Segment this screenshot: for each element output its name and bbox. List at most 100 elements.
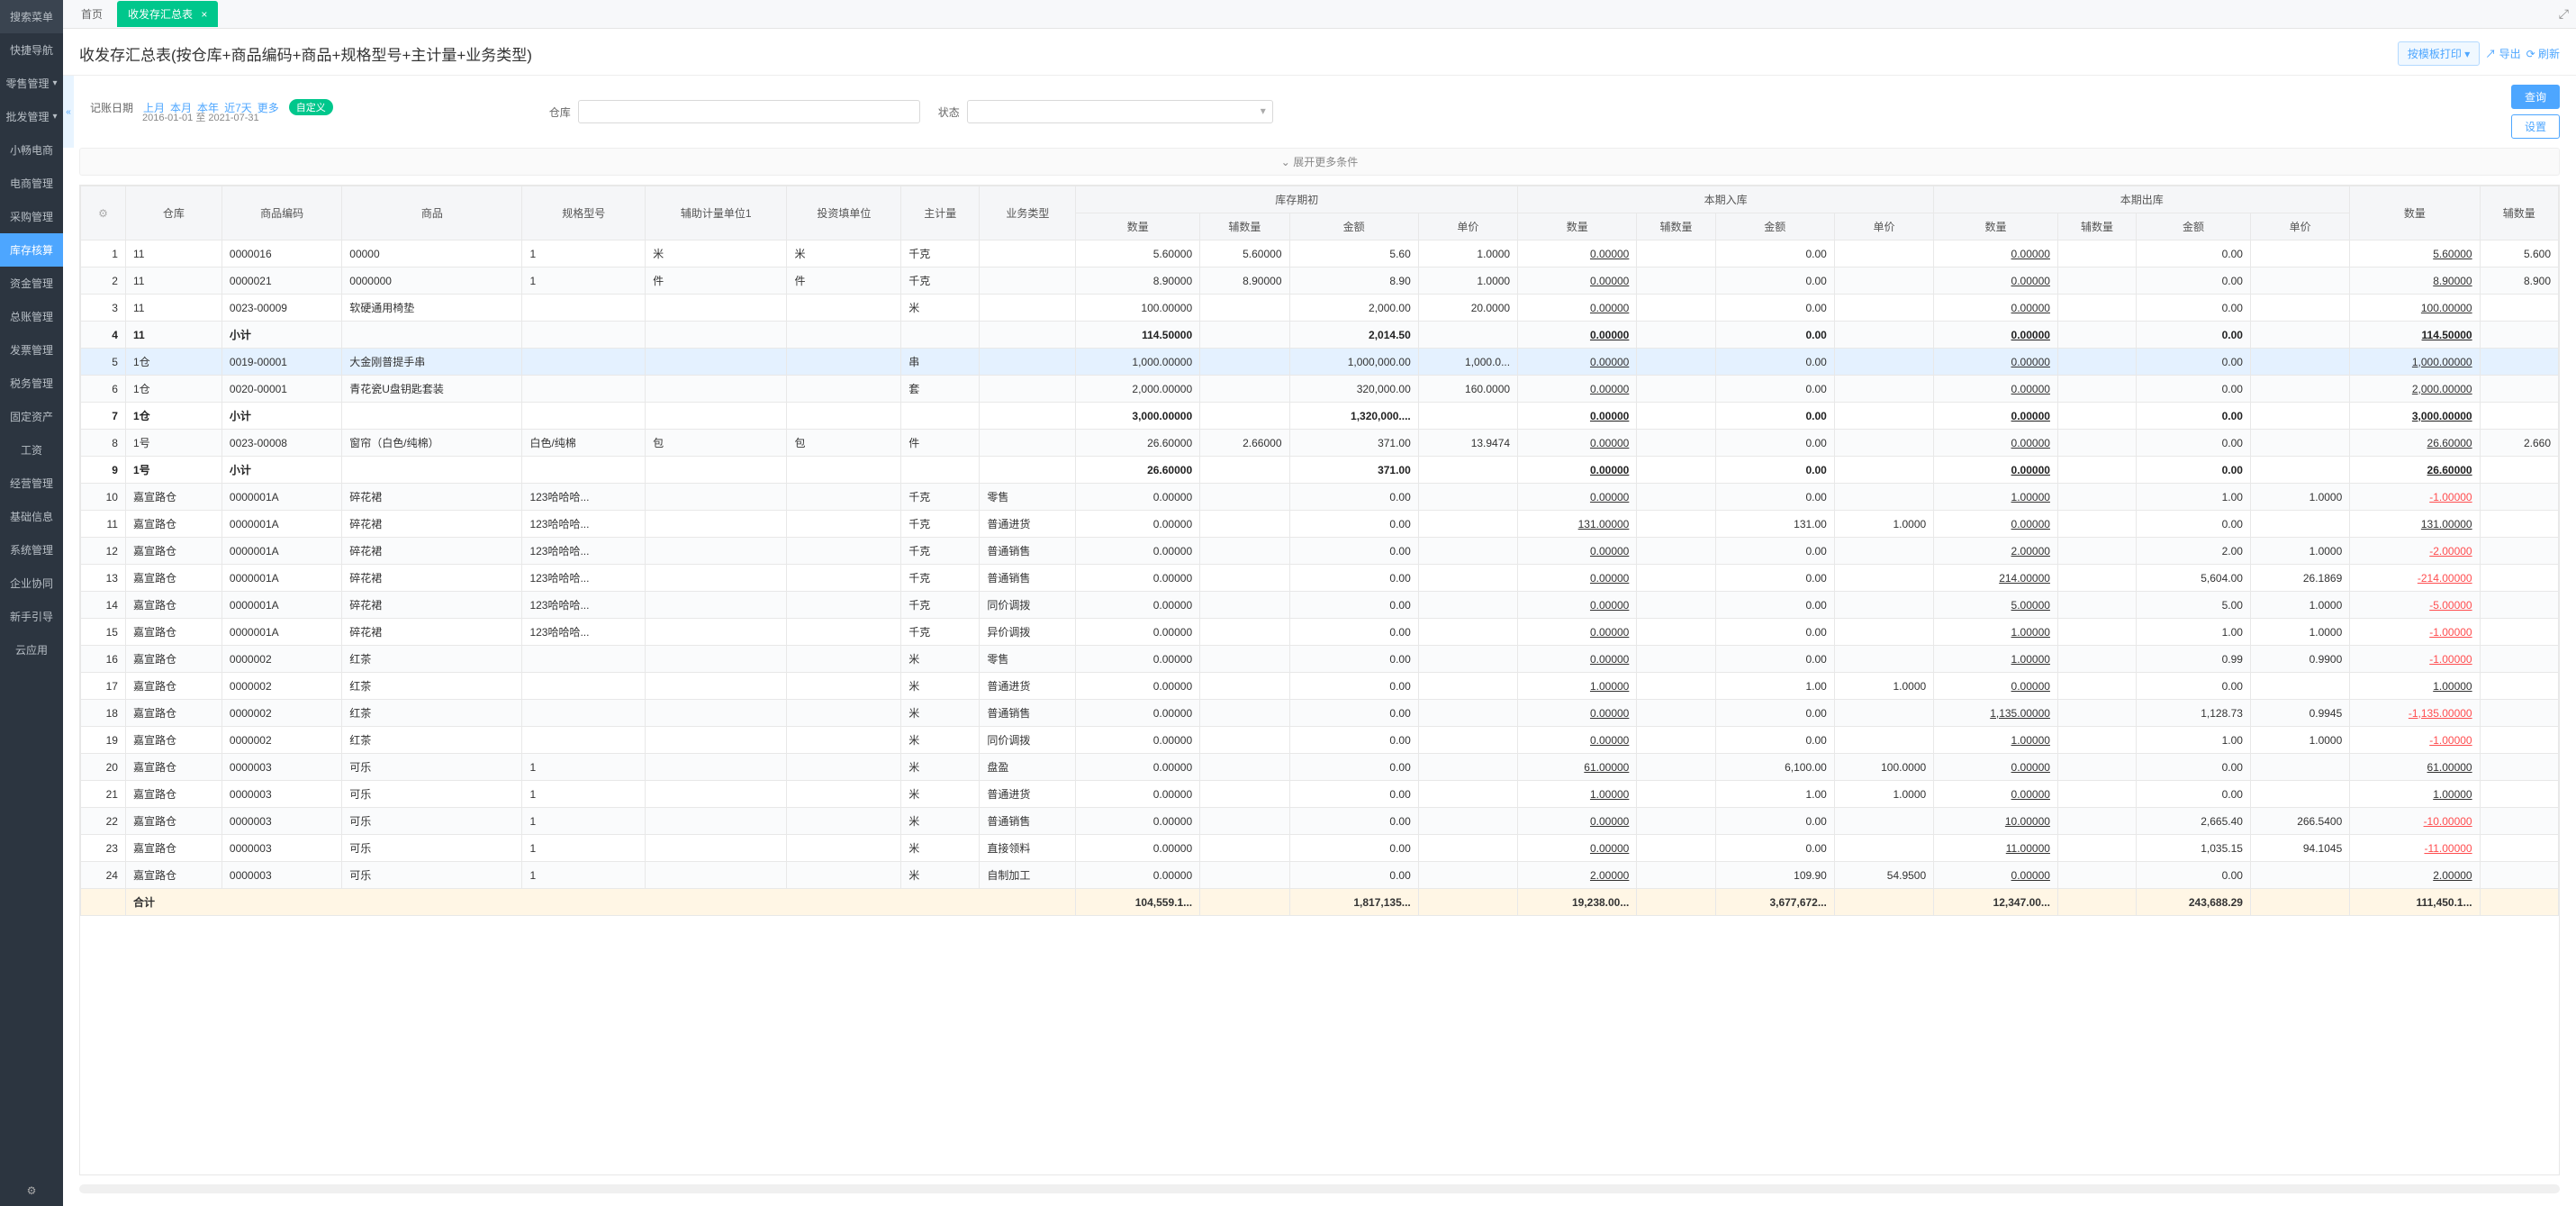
column-header: 仓库: [125, 186, 221, 240]
column-header: 业务类型: [980, 186, 1076, 240]
sidebar-item[interactable]: 税务管理: [0, 367, 63, 400]
table-row[interactable]: 23嘉宣路仓0000003可乐1米直接领料0.000000.000.000000…: [81, 835, 2559, 862]
sidebar-item[interactable]: 搜索菜单: [0, 0, 63, 33]
table-row[interactable]: 411小计114.500002,014.500.000000.000.00000…: [81, 322, 2559, 349]
chevron-down-icon[interactable]: ▾: [1261, 104, 1266, 117]
sidebar-item[interactable]: 新手引导: [0, 600, 63, 633]
export-button[interactable]: ↗ 导出: [2485, 46, 2520, 61]
column-group: 库存期初: [1076, 186, 1518, 213]
table-row[interactable]: 15嘉宣路仓0000001A碎花裙123哈哈哈...千克异价调拨0.000000…: [81, 619, 2559, 646]
table-row[interactable]: 211000002100000001件件千克8.900008.900008.90…: [81, 267, 2559, 295]
gear-icon[interactable]: ⚙: [27, 1184, 37, 1197]
table-row[interactable]: 51仓0019-00001大金刚普提手串串1,000.000001,000,00…: [81, 349, 2559, 376]
column-header: 单价: [2250, 213, 2349, 240]
sidebar-item[interactable]: 经营管理: [0, 467, 63, 500]
table-row[interactable]: 14嘉宣路仓0000001A碎花裙123哈哈哈...千克同价调拨0.000000…: [81, 592, 2559, 619]
column-header: 金额: [2137, 213, 2251, 240]
sidebar-item[interactable]: 快捷导航: [0, 33, 63, 67]
sidebar-item[interactable]: 企业协同: [0, 567, 63, 600]
data-table: ⚙ 仓库商品编码商品规格型号辅助计量单位1投资填单位主计量业务类型库存期初本期入库…: [79, 185, 2560, 1175]
column-header: 投资填单位: [787, 186, 901, 240]
column-header: 商品编码: [221, 186, 341, 240]
table-row[interactable]: 22嘉宣路仓0000003可乐1米普通销售0.000000.000.000000…: [81, 808, 2559, 835]
warehouse-label: 仓库: [549, 104, 571, 120]
query-button[interactable]: 查询: [2511, 85, 2560, 109]
print-button[interactable]: 按模板打印 ▾: [2398, 41, 2480, 66]
sidebar-item[interactable]: 采购管理: [0, 200, 63, 233]
table-row[interactable]: 21嘉宣路仓0000003可乐1米普通进货0.000000.001.000001…: [81, 781, 2559, 808]
tab-home[interactable]: 首页: [70, 1, 113, 27]
footer-row: 合计104,559.1...1,817,135...19,238.00...3,…: [81, 889, 2559, 916]
column-header: 规格型号: [522, 186, 646, 240]
sidebar-item[interactable]: 工资: [0, 433, 63, 467]
status-label: 状态: [938, 104, 960, 120]
sidebar-item[interactable]: 基础信息: [0, 500, 63, 533]
custom-pill[interactable]: 自定义: [289, 99, 333, 115]
date-link[interactable]: 更多: [258, 102, 279, 114]
column-header: 主计量: [901, 186, 980, 240]
sidebar: 搜索菜单快捷导航零售管理批发管理小畅电商电商管理采购管理库存核算资金管理总账管理…: [0, 0, 63, 1206]
table-gear-icon[interactable]: ⚙: [98, 207, 108, 220]
column-header: 辅数量: [2480, 186, 2558, 240]
sidebar-item[interactable]: 批发管理: [0, 100, 63, 133]
sidebar-item[interactable]: 云应用: [0, 633, 63, 666]
column-header: 单价: [1418, 213, 1517, 240]
table-row[interactable]: 10嘉宣路仓0000001A碎花裙123哈哈哈...千克零售0.000000.0…: [81, 484, 2559, 511]
table-row[interactable]: 81号0023-00008窗帘（白色/纯棉）白色/纯棉包包件26.600002.…: [81, 430, 2559, 457]
table-row[interactable]: 91号小计26.60000371.000.000000.000.000000.0…: [81, 457, 2559, 484]
table-row[interactable]: 13嘉宣路仓0000001A碎花裙123哈哈哈...千克普通销售0.000000…: [81, 565, 2559, 592]
date-label: 记账日期: [90, 100, 133, 115]
column-group: 本期入库: [1518, 186, 1934, 213]
warehouse-input[interactable]: [578, 100, 920, 123]
refresh-button[interactable]: ⟳ 刷新: [2526, 46, 2560, 61]
column-header: 数量: [1934, 213, 2058, 240]
table-row[interactable]: 18嘉宣路仓0000002红茶米普通销售0.000000.000.000000.…: [81, 700, 2559, 727]
table-row[interactable]: 24嘉宣路仓0000003可乐1米自制加工0.000000.002.000001…: [81, 862, 2559, 889]
sidebar-item[interactable]: 发票管理: [0, 333, 63, 367]
collapse-icon[interactable]: «: [63, 76, 74, 148]
sidebar-item[interactable]: 小畅电商: [0, 133, 63, 167]
column-header: 辅数量: [2057, 213, 2136, 240]
sidebar-item[interactable]: 零售管理: [0, 67, 63, 100]
filter-bar: « 记账日期 上月本月本年近7天更多 自定义 2016-01-01 至 2021…: [63, 76, 2576, 148]
tab-bar: 首页 收发存汇总表 × ⤢: [63, 0, 2576, 29]
table-row[interactable]: 61仓0020-00001青花瓷U盘钥匙套装套2,000.00000320,00…: [81, 376, 2559, 403]
settings-button[interactable]: 设置: [2511, 114, 2560, 139]
column-header: 数量: [1518, 213, 1637, 240]
title-bar: 收发存汇总表(按仓库+商品编码+商品+规格型号+主计量+业务类型) 按模板打印 …: [63, 29, 2576, 76]
column-header: 辅数量: [1200, 213, 1289, 240]
table-row[interactable]: 19嘉宣路仓0000002红茶米同价调拨0.000000.000.000000.…: [81, 727, 2559, 754]
column-header: 单价: [1834, 213, 1933, 240]
close-icon[interactable]: ×: [201, 8, 207, 21]
table-row[interactable]: 1110000016000001米米千克5.600005.600005.601.…: [81, 240, 2559, 267]
sidebar-item[interactable]: 电商管理: [0, 167, 63, 200]
table-row[interactable]: 11嘉宣路仓0000001A碎花裙123哈哈哈...千克普通进货0.000000…: [81, 511, 2559, 538]
sidebar-item[interactable]: 系统管理: [0, 533, 63, 567]
expand-more-button[interactable]: ⌄ 展开更多条件: [79, 148, 2560, 176]
table-row[interactable]: 20嘉宣路仓0000003可乐1米盘盈0.000000.0061.000006,…: [81, 754, 2559, 781]
table-row[interactable]: 71仓小计3,000.000001,320,000....0.000000.00…: [81, 403, 2559, 430]
tab-label: 收发存汇总表: [128, 8, 193, 21]
column-header: 数量: [1076, 213, 1200, 240]
table-row[interactable]: 17嘉宣路仓0000002红茶米普通进货0.000000.001.000001.…: [81, 673, 2559, 700]
sidebar-item[interactable]: 库存核算: [0, 233, 63, 267]
table-row[interactable]: 16嘉宣路仓0000002红茶米零售0.000000.000.000000.00…: [81, 646, 2559, 673]
expand-icon[interactable]: ⤢: [2559, 6, 2569, 22]
chevron-down-icon: ▾: [2464, 48, 2470, 60]
column-header: 辅助计量单位1: [646, 186, 787, 240]
status-input[interactable]: [967, 100, 1273, 123]
horizontal-scrollbar[interactable]: [79, 1184, 2560, 1193]
column-header: 金额: [1715, 213, 1834, 240]
column-header: 金额: [1289, 213, 1418, 240]
column-group: 本期出库: [1934, 186, 2350, 213]
page-title: 收发存汇总表(按仓库+商品编码+商品+规格型号+主计量+业务类型): [79, 42, 2398, 65]
sidebar-item[interactable]: 资金管理: [0, 267, 63, 300]
table-row[interactable]: 12嘉宣路仓0000001A碎花裙123哈哈哈...千克普通销售0.000000…: [81, 538, 2559, 565]
column-header: 商品: [342, 186, 522, 240]
sidebar-item[interactable]: 固定资产: [0, 400, 63, 433]
sidebar-item[interactable]: 总账管理: [0, 300, 63, 333]
table-row[interactable]: 3110023-00009软硬通用椅垫米100.000002,000.0020.…: [81, 295, 2559, 322]
tab-active[interactable]: 收发存汇总表 ×: [117, 1, 218, 27]
column-header: 数量: [2350, 186, 2480, 240]
column-header: 辅数量: [1637, 213, 1715, 240]
